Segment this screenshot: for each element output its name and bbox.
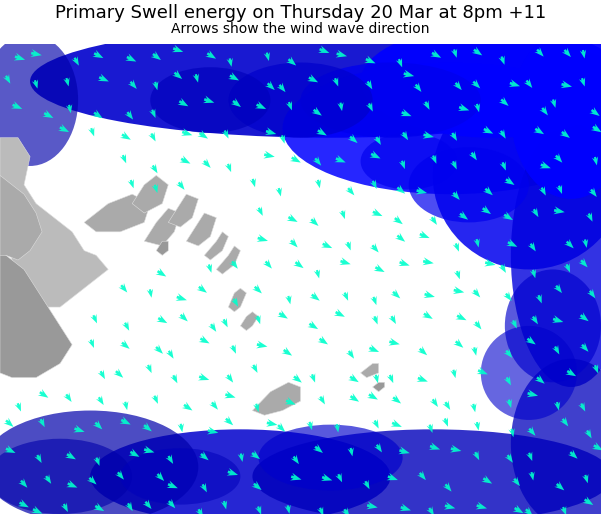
Ellipse shape xyxy=(300,63,481,138)
Ellipse shape xyxy=(361,25,601,138)
Polygon shape xyxy=(361,363,379,378)
Text: Arrows show the wind wave direction: Arrows show the wind wave direction xyxy=(171,22,430,36)
Ellipse shape xyxy=(511,359,601,514)
Ellipse shape xyxy=(0,439,132,514)
Ellipse shape xyxy=(120,448,240,505)
Ellipse shape xyxy=(0,34,78,166)
Polygon shape xyxy=(168,194,198,227)
Ellipse shape xyxy=(361,133,457,190)
Ellipse shape xyxy=(258,425,403,490)
Ellipse shape xyxy=(252,429,601,514)
Polygon shape xyxy=(228,288,246,312)
Polygon shape xyxy=(0,138,108,307)
Polygon shape xyxy=(216,246,240,274)
Polygon shape xyxy=(156,241,168,255)
Ellipse shape xyxy=(228,63,373,138)
Ellipse shape xyxy=(30,25,601,138)
Text: Primary Swell energy on Thursday 20 Mar at 8pm +11: Primary Swell energy on Thursday 20 Mar … xyxy=(55,4,546,22)
Ellipse shape xyxy=(0,411,198,514)
Ellipse shape xyxy=(481,326,577,420)
Polygon shape xyxy=(132,175,168,213)
Ellipse shape xyxy=(433,81,601,269)
Polygon shape xyxy=(186,213,216,246)
Ellipse shape xyxy=(150,67,270,133)
Ellipse shape xyxy=(90,429,391,514)
Polygon shape xyxy=(84,194,150,232)
Ellipse shape xyxy=(505,269,601,382)
Ellipse shape xyxy=(511,30,601,199)
Polygon shape xyxy=(144,208,180,246)
Polygon shape xyxy=(0,175,42,260)
Polygon shape xyxy=(204,232,228,260)
Polygon shape xyxy=(373,382,385,392)
Ellipse shape xyxy=(409,147,529,223)
Polygon shape xyxy=(240,312,258,331)
Polygon shape xyxy=(252,382,300,415)
Polygon shape xyxy=(0,251,72,378)
Ellipse shape xyxy=(511,124,601,387)
Ellipse shape xyxy=(282,63,601,194)
